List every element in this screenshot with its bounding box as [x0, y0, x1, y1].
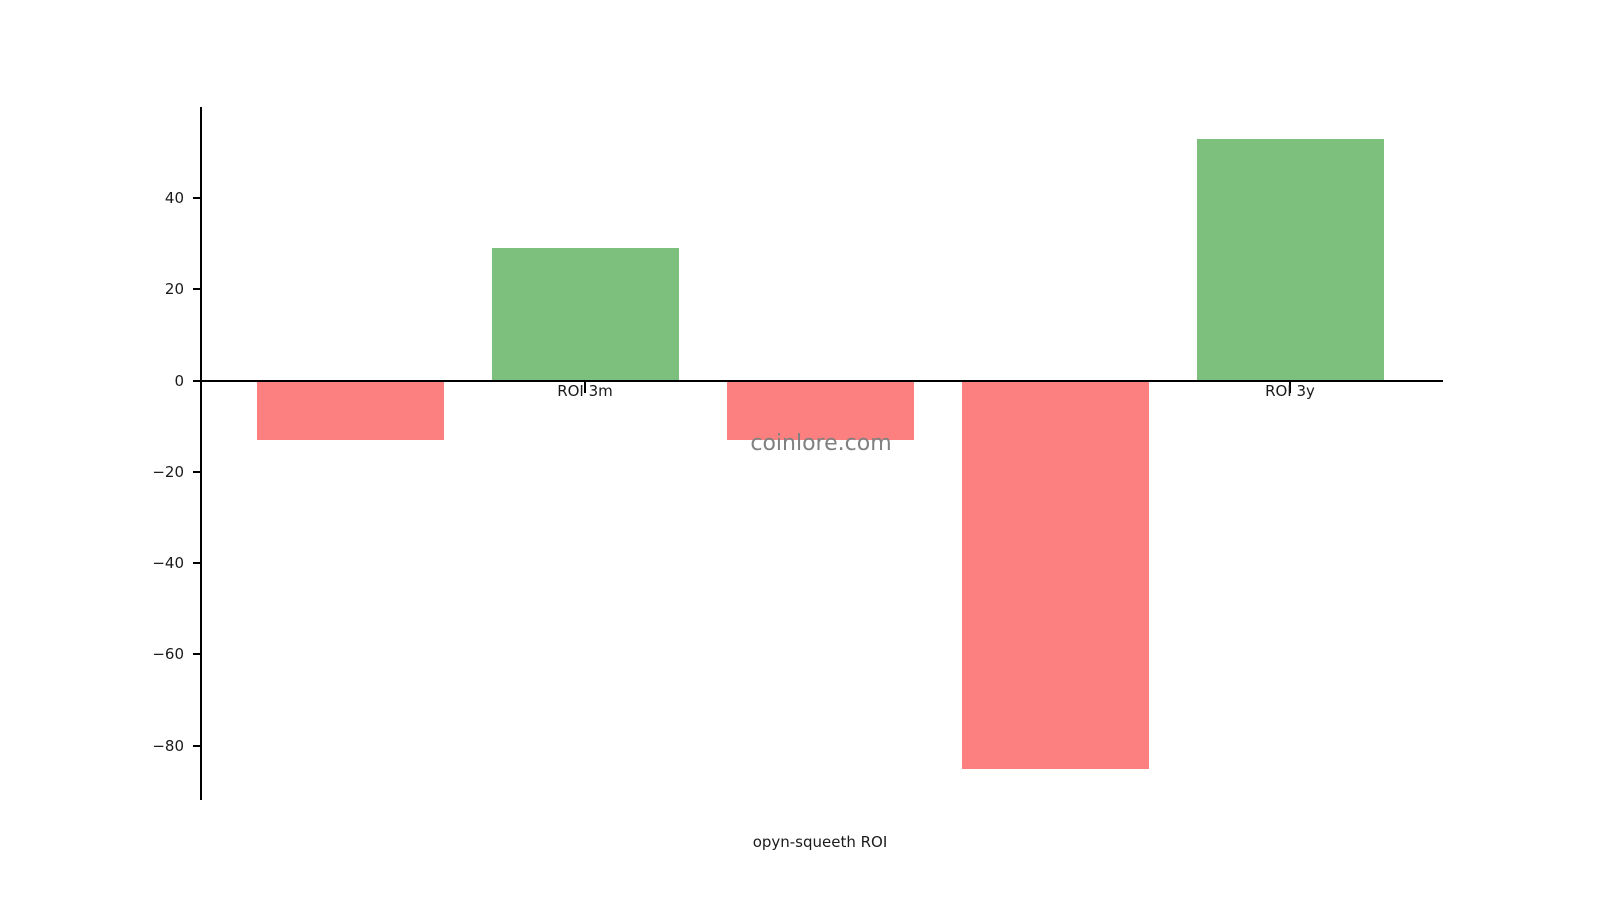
x-axis-zero-line	[200, 380, 1443, 382]
x-tick-label: ROI 3m	[557, 382, 613, 400]
y-tick-mark	[193, 653, 201, 656]
y-tick-label: −80	[152, 736, 184, 755]
bar-4	[961, 380, 1149, 769]
y-tick-label: 0	[174, 371, 184, 390]
bar-5	[1196, 138, 1384, 381]
watermark: coinlore.com	[750, 431, 892, 456]
y-tick-mark	[193, 379, 201, 382]
x-axis-title: opyn-squeeth ROI	[752, 833, 888, 851]
bar-1	[256, 380, 444, 440]
bar-3	[726, 380, 914, 440]
y-tick-mark	[193, 744, 201, 747]
y-tick-label: −60	[152, 645, 184, 664]
bar-2	[491, 248, 679, 381]
y-tick-label: 40	[164, 188, 184, 207]
y-tick-mark	[193, 196, 201, 199]
y-tick-mark	[193, 470, 201, 473]
y-tick-label: −40	[152, 554, 184, 573]
y-tick-label: 20	[164, 280, 184, 299]
y-tick-mark	[193, 562, 201, 565]
x-tick-mark	[1289, 380, 1291, 393]
x-tick-mark	[584, 380, 586, 393]
x-tick-label: ROI 3y	[1265, 382, 1315, 400]
y-tick-label: −20	[152, 462, 184, 481]
y-tick-mark	[193, 288, 201, 291]
y-axis-line	[200, 107, 202, 800]
